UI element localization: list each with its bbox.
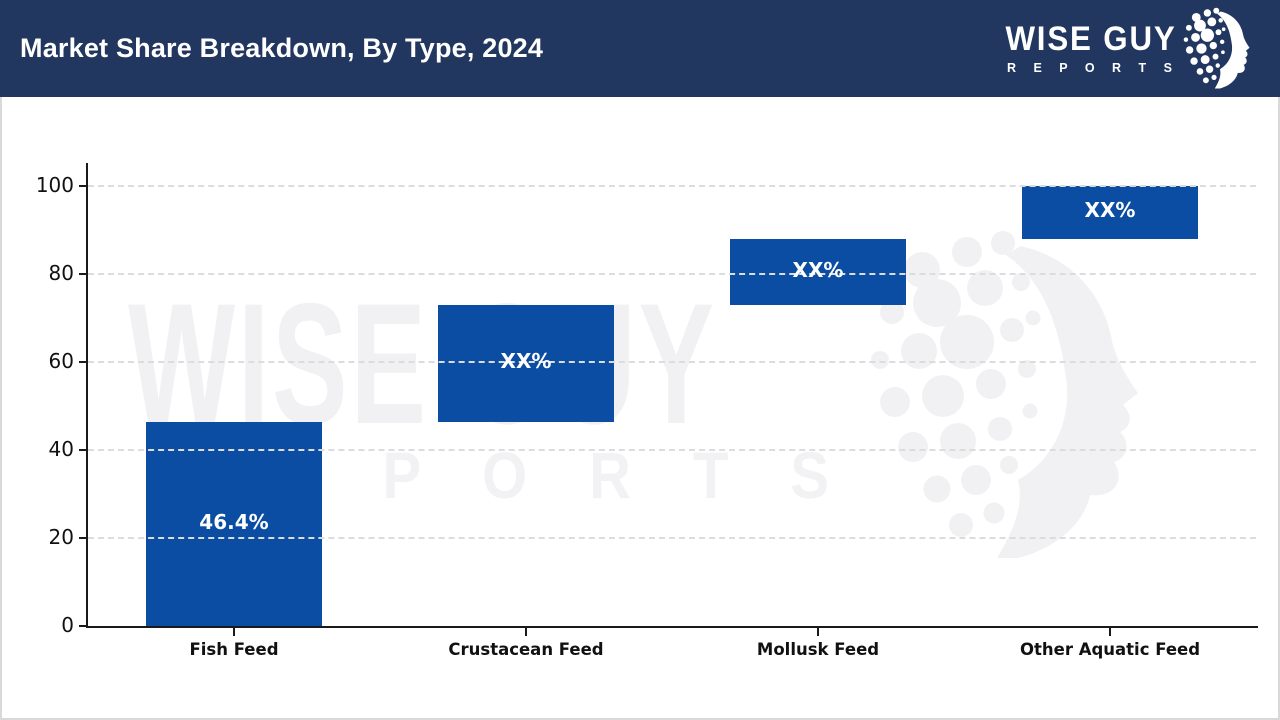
y-axis-tick xyxy=(79,185,87,187)
brand-subname: R E P O R T S xyxy=(1006,61,1179,76)
bar-other-aquatic-feed xyxy=(1022,186,1198,239)
y-axis-tick xyxy=(79,449,87,451)
page-title: Market Share Breakdown, By Type, 2024 xyxy=(20,33,544,63)
y-axis-tick-label: 100 xyxy=(35,173,74,197)
y-axis-tick xyxy=(79,273,87,275)
x-axis-category-label: Crustacean Feed xyxy=(448,640,604,659)
bar-fish-feed xyxy=(146,421,322,626)
x-axis-tick xyxy=(817,628,819,636)
y-axis-tick xyxy=(79,625,87,627)
bar-label-other-aquatic-feed: XX% xyxy=(1084,198,1136,223)
y-axis-tick-label: 80 xyxy=(48,261,74,285)
y-axis-spine xyxy=(86,163,89,628)
bar-mollusk-feed xyxy=(730,238,906,305)
gridline-80 xyxy=(88,273,1256,275)
x-axis-tick xyxy=(233,628,235,636)
x-axis-tick xyxy=(1109,628,1111,636)
y-axis-tick-label: 0 xyxy=(61,613,74,637)
x-axis-category-label: Fish Feed xyxy=(189,640,279,659)
y-axis-tick xyxy=(79,537,87,539)
bar-label-fish-feed: 46.4% xyxy=(199,509,269,534)
bar-crustacean-feed xyxy=(438,304,614,422)
x-axis-category-label: Mollusk Feed xyxy=(756,640,880,659)
bar-label-mollusk-feed: XX% xyxy=(792,257,844,282)
x-axis-tick xyxy=(525,628,527,636)
gridline-100 xyxy=(88,185,1256,187)
brand-name: WISE GUY xyxy=(1005,20,1177,59)
x-axis-category-label: Other Aquatic Feed xyxy=(1019,640,1201,659)
dotted-head-profile-icon xyxy=(1180,7,1254,90)
gridline-40 xyxy=(88,449,1256,451)
gridline-60 xyxy=(88,361,1256,363)
header-bar: Market Share Breakdown, By Type, 2024 WI… xyxy=(0,0,1280,97)
gridline-20 xyxy=(88,537,1256,539)
y-axis-tick-label: 60 xyxy=(48,349,74,373)
y-axis-tick xyxy=(79,361,87,363)
y-axis-tick-label: 40 xyxy=(48,437,74,461)
bar-label-crustacean-feed: XX% xyxy=(500,349,552,374)
x-axis-spine xyxy=(86,625,1258,628)
watermark-text-line1: WISE GUY xyxy=(128,268,717,460)
brand-logo: WISE GUY R E P O R T S xyxy=(998,7,1254,90)
brand-logo-text: WISE GUY R E P O R T S xyxy=(998,22,1184,75)
y-axis-tick-label: 20 xyxy=(48,525,74,549)
